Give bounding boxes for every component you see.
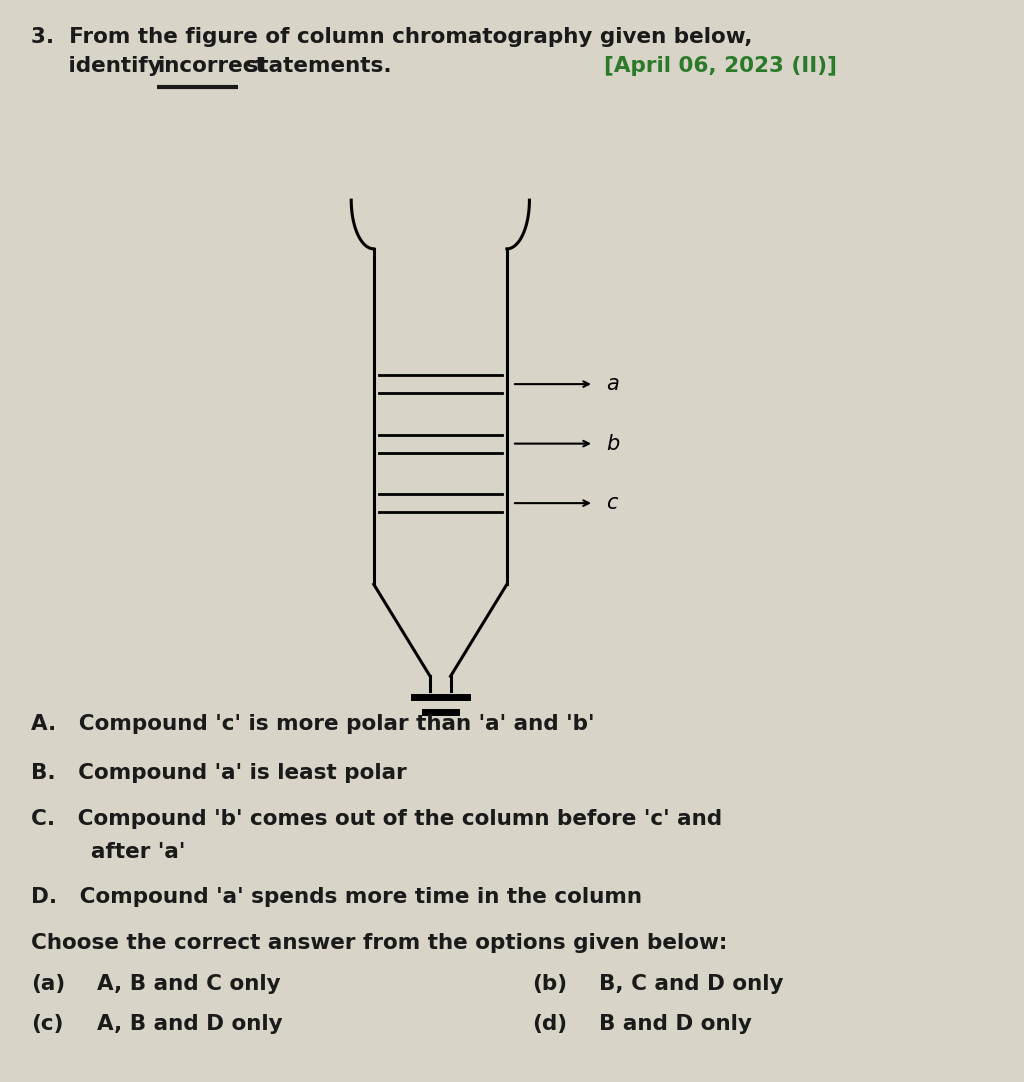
Text: A, B and C only: A, B and C only bbox=[97, 974, 281, 993]
Text: D.   Compound 'a' spends more time in the column: D. Compound 'a' spends more time in the … bbox=[31, 887, 642, 907]
Text: after 'a': after 'a' bbox=[31, 842, 185, 861]
Text: [April 06, 2023 (II)]: [April 06, 2023 (II)] bbox=[604, 56, 838, 76]
Text: 3.  From the figure of column chromatography given below,: 3. From the figure of column chromatogra… bbox=[31, 27, 753, 47]
Text: A, B and D only: A, B and D only bbox=[97, 1014, 283, 1033]
Text: statements.: statements. bbox=[238, 56, 391, 76]
Text: C.   Compound 'b' comes out of the column before 'c' and: C. Compound 'b' comes out of the column … bbox=[31, 809, 722, 829]
Text: A.   Compound 'c' is more polar than 'a' and 'b': A. Compound 'c' is more polar than 'a' a… bbox=[31, 714, 594, 734]
Text: B.   Compound 'a' is least polar: B. Compound 'a' is least polar bbox=[31, 763, 407, 782]
Text: (b): (b) bbox=[532, 974, 567, 993]
Text: incorrect: incorrect bbox=[157, 56, 265, 76]
Text: identify: identify bbox=[31, 56, 169, 76]
Text: B, C and D only: B, C and D only bbox=[599, 974, 783, 993]
Text: Choose the correct answer from the options given below:: Choose the correct answer from the optio… bbox=[31, 933, 727, 952]
Text: B and D only: B and D only bbox=[599, 1014, 752, 1033]
Text: a: a bbox=[606, 374, 618, 394]
Text: (a): (a) bbox=[31, 974, 65, 993]
Text: (d): (d) bbox=[532, 1014, 567, 1033]
Text: c: c bbox=[606, 493, 617, 513]
Text: (c): (c) bbox=[31, 1014, 63, 1033]
Text: b: b bbox=[606, 434, 620, 453]
